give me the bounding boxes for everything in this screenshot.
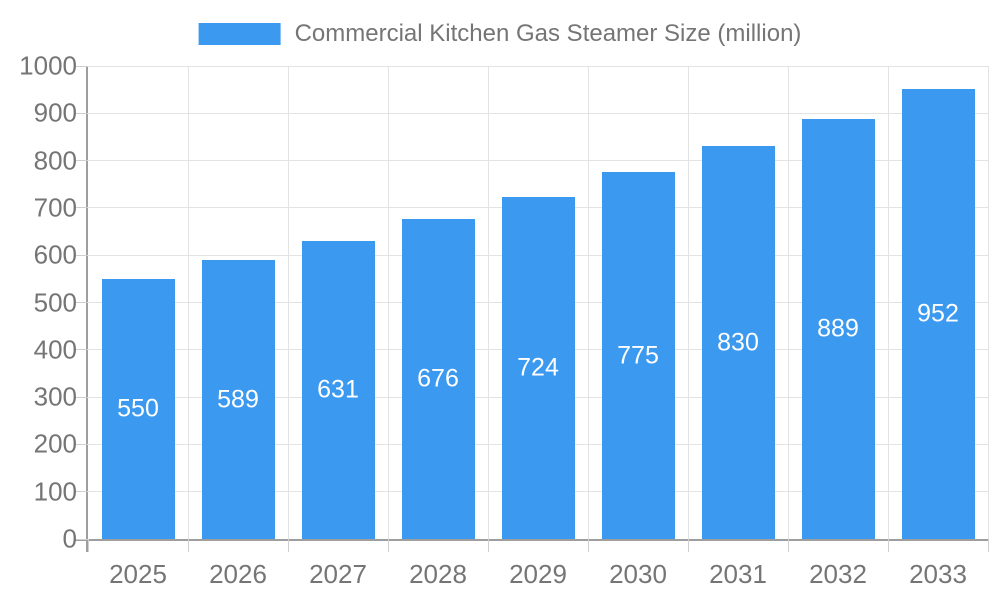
x-axis-tick bbox=[987, 539, 989, 552]
gridline-vertical bbox=[587, 66, 589, 539]
y-axis-tick bbox=[76, 160, 88, 162]
bar[interactable]: 830 bbox=[701, 146, 775, 539]
y-axis-label: 600 bbox=[33, 239, 77, 270]
gridline-vertical bbox=[687, 66, 689, 539]
y-axis-tick bbox=[76, 65, 88, 67]
bar-value-label: 589 bbox=[217, 385, 259, 414]
y-axis-line bbox=[86, 66, 88, 552]
x-axis-label: 2025 bbox=[109, 559, 167, 589]
x-axis-tick bbox=[387, 539, 389, 552]
bar[interactable]: 889 bbox=[801, 118, 875, 539]
plot-area: 550 589 631 676 724 775 830 889 952 0 100 200 300 40… bbox=[19, 51, 989, 589]
y-axis-label: 700 bbox=[33, 192, 77, 223]
gridline-horizontal bbox=[88, 160, 988, 162]
bar-value-label: 724 bbox=[517, 353, 559, 382]
x-axis-label: 2029 bbox=[509, 559, 567, 589]
legend-item[interactable]: Commercial Kitchen Gas Steamer Size (mil… bbox=[198, 20, 802, 48]
legend-swatch bbox=[198, 23, 281, 45]
y-axis-label: 1000 bbox=[19, 50, 77, 81]
x-axis-label: 2027 bbox=[309, 559, 367, 589]
gridline-vertical bbox=[287, 66, 289, 539]
bar-value-label: 889 bbox=[817, 314, 859, 343]
y-axis-tick bbox=[76, 112, 88, 114]
x-axis-tick bbox=[487, 539, 489, 552]
x-axis-tick bbox=[787, 539, 789, 552]
bar-value-label: 631 bbox=[317, 375, 359, 404]
bar[interactable]: 724 bbox=[501, 196, 575, 539]
y-axis-tick bbox=[76, 302, 88, 303]
x-axis-label: 2030 bbox=[609, 559, 667, 589]
bar[interactable]: 775 bbox=[601, 172, 675, 539]
y-axis-tick bbox=[76, 349, 88, 351]
bar[interactable]: 676 bbox=[401, 219, 475, 539]
y-axis-label: 0 bbox=[62, 523, 77, 554]
y-axis-tick bbox=[76, 207, 88, 209]
y-axis-label: 100 bbox=[33, 476, 77, 507]
y-axis-label: 500 bbox=[33, 287, 77, 317]
gridline-vertical bbox=[987, 66, 989, 539]
bar[interactable]: 952 bbox=[901, 88, 975, 539]
y-axis-label: 900 bbox=[33, 97, 77, 128]
y-axis-label: 300 bbox=[33, 381, 77, 412]
x-axis-label: 2028 bbox=[409, 559, 467, 589]
y-axis-tick bbox=[76, 443, 88, 445]
x-axis-label: 2032 bbox=[809, 559, 867, 589]
x-axis-tick bbox=[87, 539, 89, 552]
gridline-vertical bbox=[187, 66, 189, 539]
y-axis-tick bbox=[76, 254, 88, 256]
y-axis-label: 200 bbox=[33, 428, 77, 459]
y-axis-tick bbox=[76, 396, 88, 398]
x-axis-label: 2031 bbox=[709, 559, 767, 589]
bar-value-label: 550 bbox=[117, 394, 159, 423]
x-axis-label: 2026 bbox=[209, 559, 267, 589]
y-axis-label: 400 bbox=[33, 334, 77, 365]
gridline-vertical bbox=[487, 66, 489, 539]
bar[interactable]: 589 bbox=[201, 260, 275, 539]
gridline-horizontal bbox=[88, 65, 988, 67]
x-axis-tick bbox=[287, 539, 289, 552]
x-axis-label: 2033 bbox=[909, 559, 967, 589]
y-axis-tick bbox=[76, 491, 88, 493]
x-axis-tick bbox=[687, 539, 689, 552]
x-axis-tick bbox=[887, 539, 889, 552]
y-axis-tick bbox=[76, 538, 88, 540]
bar[interactable]: 631 bbox=[301, 240, 375, 539]
gridline-vertical bbox=[787, 66, 789, 539]
x-axis-tick bbox=[587, 539, 589, 552]
gridline-vertical bbox=[887, 66, 889, 539]
y-axis-label: 800 bbox=[33, 145, 77, 176]
gridline-vertical bbox=[387, 66, 389, 539]
bar-value-label: 775 bbox=[617, 341, 659, 370]
bar-value-label: 952 bbox=[917, 299, 959, 328]
x-axis-tick bbox=[187, 539, 189, 552]
legend-label: Commercial Kitchen Gas Steamer Size (mil… bbox=[294, 20, 802, 47]
gridline-horizontal bbox=[88, 112, 988, 114]
x-axis-line bbox=[74, 539, 988, 541]
bar-value-label: 830 bbox=[717, 328, 759, 357]
bar[interactable]: 550 bbox=[101, 278, 175, 539]
bar-value-label: 676 bbox=[417, 364, 459, 393]
